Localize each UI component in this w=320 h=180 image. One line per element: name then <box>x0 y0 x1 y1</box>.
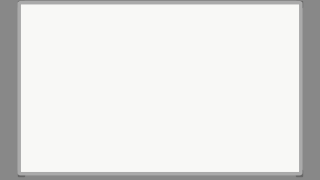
Text: →yne: →yne <box>64 138 94 148</box>
Text: H-F  H-I: H-F H-I <box>192 25 230 34</box>
Text: alcohol: alcohol <box>192 114 232 125</box>
Text: chloro: chloro <box>192 74 224 83</box>
Text: alkyne: alkyne <box>204 84 238 93</box>
Text: -ene: -ene <box>65 43 93 53</box>
Text: -ene: -ene <box>65 112 91 122</box>
Text: +  H-OH  →: + H-OH → <box>108 127 175 137</box>
Text: +  H-Cl  →: + H-Cl → <box>116 43 176 53</box>
Text: alkane: alkane <box>204 49 238 58</box>
Text: or: or <box>195 65 205 74</box>
Text: -yne: -yne <box>65 60 92 70</box>
Text: alkene/alco: alkene/alco <box>188 139 245 148</box>
Text: 4. Hydration (H-OH): 4. Hydration (H-OH) <box>57 91 182 101</box>
Text: 3. Hydrohalogenation: 3. Hydrohalogenation <box>71 25 207 35</box>
Text: H-Br  H-Cl: H-Br H-Cl <box>192 15 242 24</box>
Text: or: or <box>75 125 86 134</box>
Text: H: H <box>84 14 90 22</box>
Text: chloro: chloro <box>192 40 224 49</box>
